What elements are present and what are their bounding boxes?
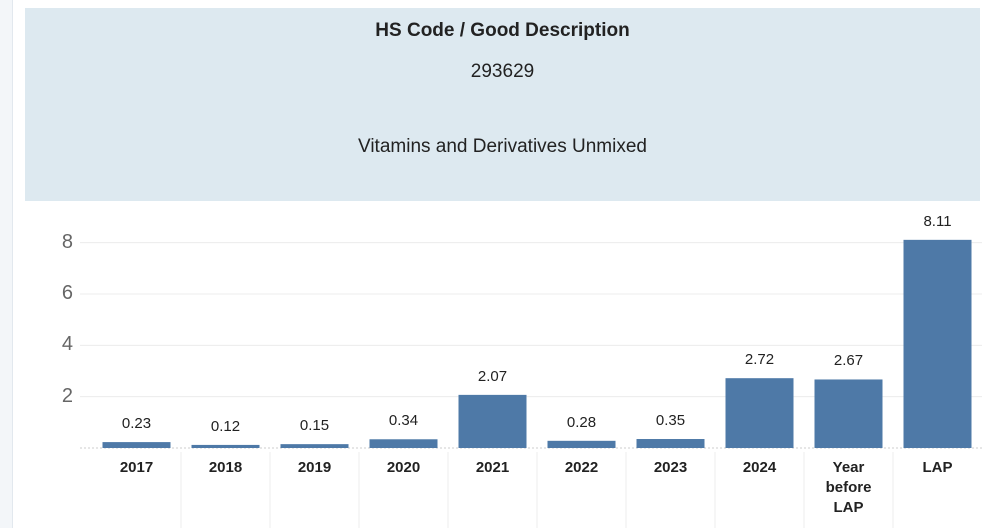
value-label: 0.15 [299,417,330,435]
y-tick-label: 8 [61,230,73,253]
x-tick-label: LAP [922,459,953,476]
x-tick-label: 2017 [119,459,154,476]
x-tick-label: 2023 [653,459,688,476]
bar [903,239,972,448]
x-tick-label: 2019 [297,459,332,476]
x-tick-label: 2024 [742,459,777,476]
header-title: HS Code / Good Description [375,20,630,41]
bar [636,439,705,448]
bar [369,439,438,448]
bar [191,444,260,448]
value-label: 0.23 [121,415,152,433]
value-label: 0.12 [210,417,241,435]
value-label: 2.67 [833,352,864,370]
bar [280,444,349,448]
y-tick-label: 6 [61,282,73,304]
bar [458,394,527,448]
bar [725,378,794,448]
bar [547,440,616,448]
x-tick-label: 2021 [475,459,510,476]
x-tick-label: 2018 [208,459,243,476]
value-label: 0.34 [388,412,419,430]
description: Vitamins and Derivatives Unmixed [358,136,647,157]
bar [102,442,171,448]
value-label: 2.72 [744,351,775,369]
x-tick-label: 2022 [564,459,599,476]
value-label: 8.11 [923,212,952,230]
y-tick-label: 2 [61,384,73,407]
value-label: 0.35 [655,412,686,430]
x-tick-label: 2020 [386,459,421,476]
hs-code: 293629 [470,61,535,82]
x-tick-label: Year before LAP [825,459,872,516]
y-tick-label: 4 [61,333,73,356]
value-label: 0.28 [566,413,597,431]
header-panel: HS Code / Good Description 293629 Vitami… [25,8,980,201]
side-strip [0,0,13,528]
bar [814,379,883,448]
value-label: 2.07 [477,367,508,385]
